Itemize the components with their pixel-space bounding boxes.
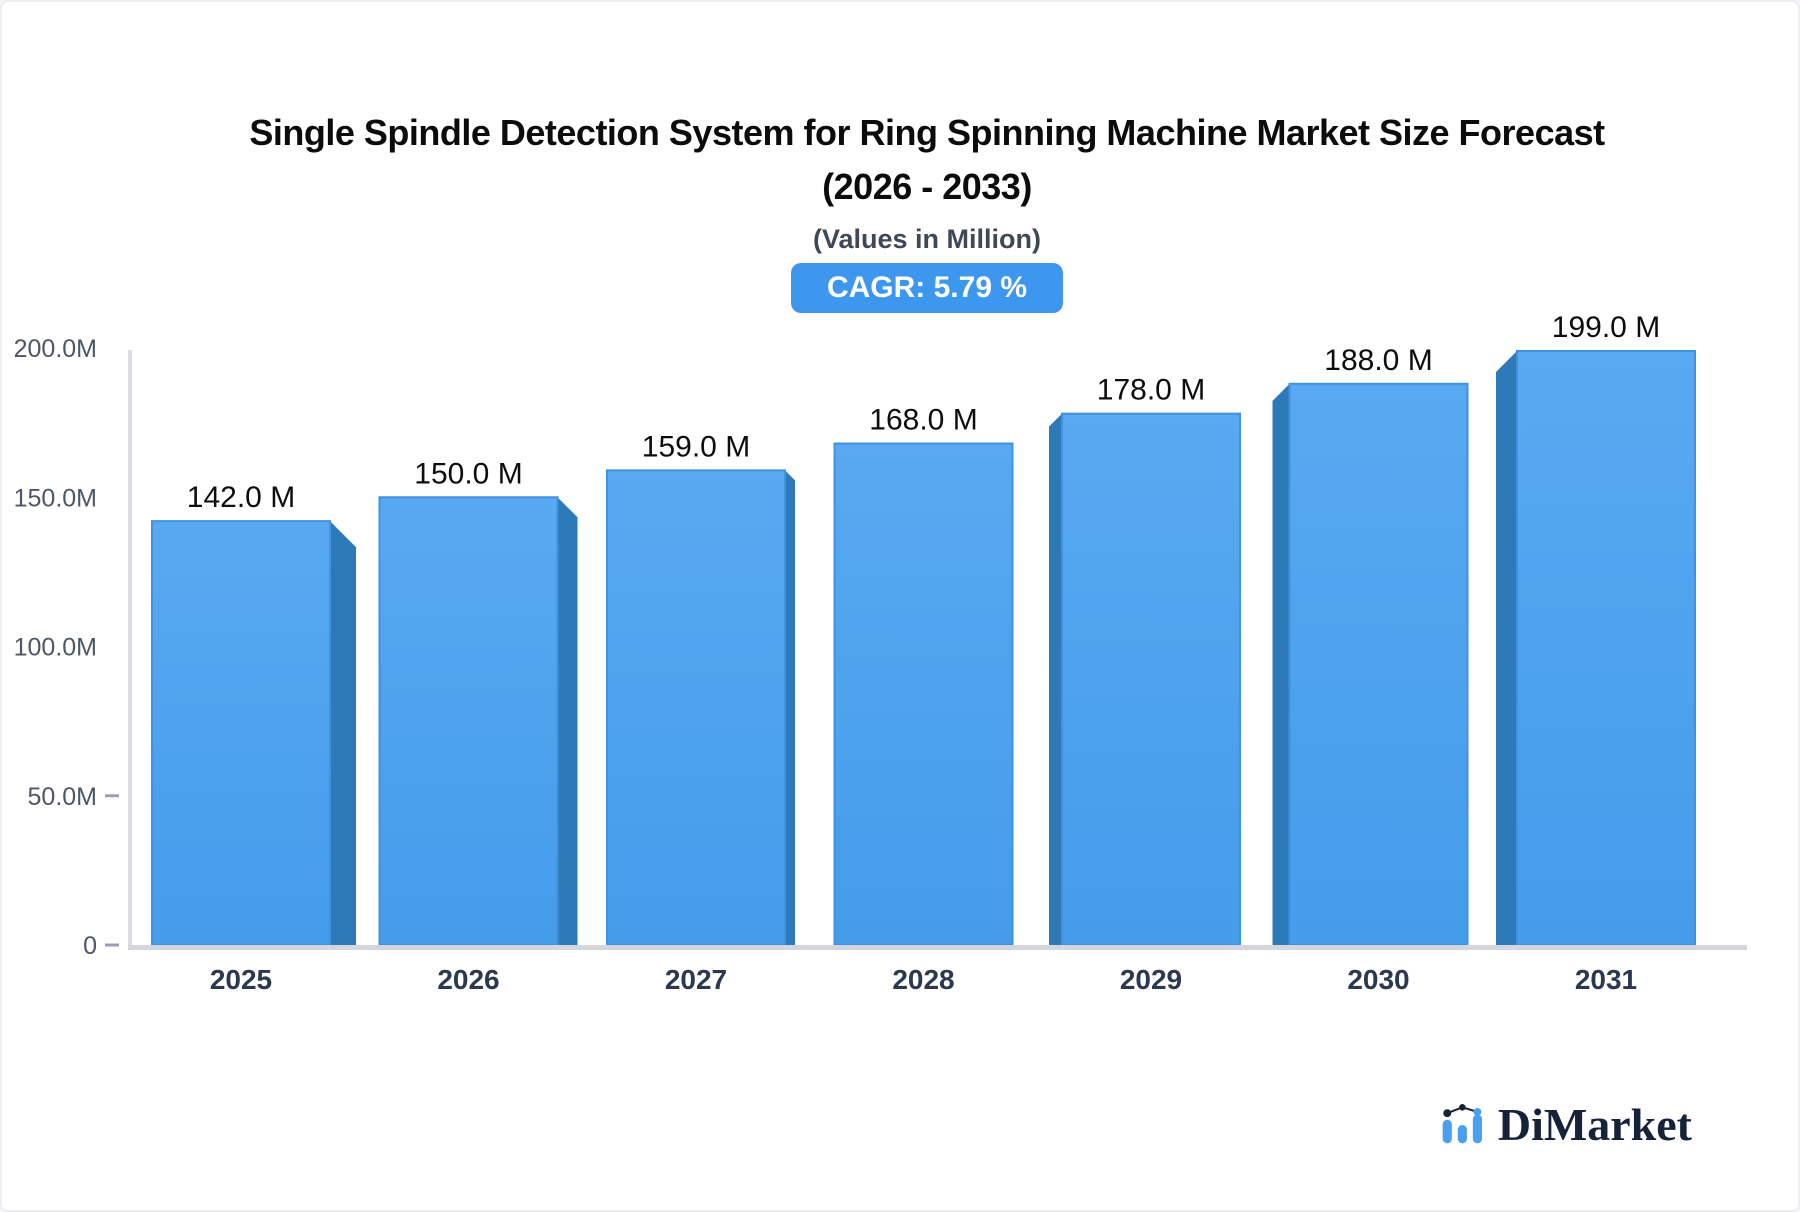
bar-value-label: 178.0 M xyxy=(1097,374,1205,407)
x-axis-label: 2025 xyxy=(210,964,272,995)
x-axis-label: 2026 xyxy=(437,964,499,995)
x-axis-label: 2029 xyxy=(1120,964,1182,995)
bar-side-face xyxy=(1272,383,1290,945)
bar-value-label: 168.0 M xyxy=(869,404,977,437)
bar xyxy=(1061,412,1241,947)
x-axis-label: 2030 xyxy=(1347,964,1409,995)
bar xyxy=(1516,349,1696,946)
x-axis-label: 2031 xyxy=(1575,964,1637,995)
x-axis-label: 2028 xyxy=(892,964,954,995)
bar xyxy=(151,520,331,946)
cagr-badge: CAGR: 5.79 % xyxy=(790,263,1064,313)
bar-value-label: 142.0 M xyxy=(187,481,295,514)
y-axis-label: 50.0M xyxy=(28,783,97,811)
bar xyxy=(1288,382,1469,946)
bar-side-face xyxy=(1496,350,1517,945)
chart-title-line1: Single Spindle Detection System for Ring… xyxy=(249,112,1605,153)
dimarket-logo: DiMarket xyxy=(1440,1102,1692,1148)
bar-side-face xyxy=(785,470,795,945)
bar-value-label: 188.0 M xyxy=(1324,344,1432,377)
bar-side-face xyxy=(330,521,356,945)
chart-title-line2: (2026 - 2033) xyxy=(822,166,1032,207)
chart-subtitle: (Values in Million) xyxy=(812,224,1042,254)
bar-value-label: 199.0 M xyxy=(1552,311,1660,344)
chart-title: Single Spindle Detection System for Ring… xyxy=(52,2,1798,214)
bar-chart-line-icon xyxy=(1442,1104,1482,1144)
x-axis-label: 2027 xyxy=(665,964,727,995)
bar-side-face xyxy=(1049,413,1062,945)
y-axis-label: 150.0M xyxy=(14,484,97,512)
chart-header: Single Spindle Detection System for Ring… xyxy=(52,2,1798,313)
bar-value-label: 150.0 M xyxy=(414,457,522,490)
logo-text: DiMarket xyxy=(1497,1099,1692,1150)
bar xyxy=(378,496,559,946)
y-axis-label: 100.0M xyxy=(14,634,97,662)
bar-value-label: 159.0 M xyxy=(642,430,750,463)
y-axis-label: 200.0M xyxy=(14,335,97,363)
y-axis-label: 0 xyxy=(83,932,97,960)
bar-side-face xyxy=(557,497,578,945)
bar xyxy=(606,469,786,946)
bar xyxy=(833,442,1014,946)
